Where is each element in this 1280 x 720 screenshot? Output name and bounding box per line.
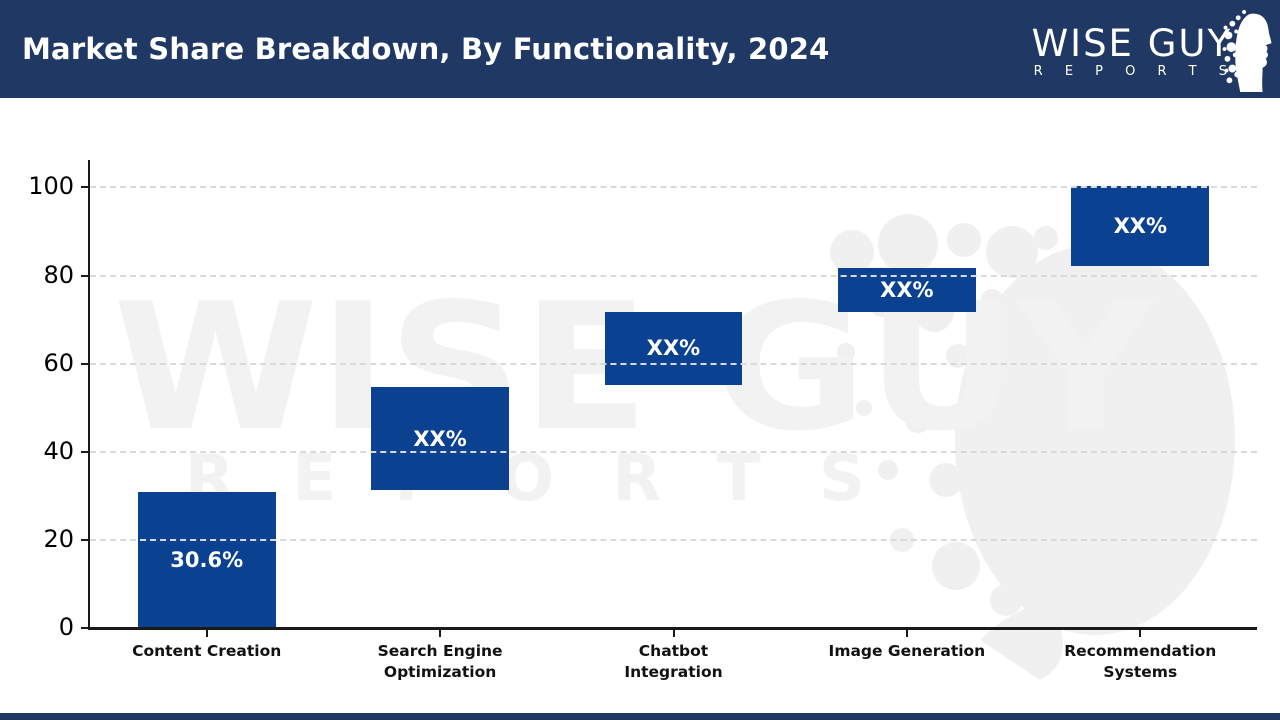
gridline — [90, 450, 1257, 453]
y-tick-mark — [81, 362, 88, 365]
y-tick-label: 100 — [28, 172, 74, 201]
header: Market Share Breakdown, By Functionality… — [0, 0, 1280, 98]
page-title: Market Share Breakdown, By Functionality… — [22, 32, 830, 66]
bar-value-label: XX% — [646, 336, 701, 361]
bar-value-label: XX% — [413, 426, 467, 451]
bar-value-label: XX% — [880, 277, 934, 302]
gridline — [90, 362, 1257, 365]
logo-face-icon — [1222, 10, 1272, 92]
x-tick-mark — [439, 630, 442, 637]
y-tick-mark — [81, 450, 88, 453]
x-tick-label: Recommendation Systems — [1064, 642, 1217, 681]
waterfall-chart: 0 20 40 60 80 100 30.6% Content Creation XX% Sear… — [28, 160, 1257, 681]
x-tick-label: Content Creation — [132, 642, 282, 660]
bar: XX% — [1071, 186, 1210, 266]
y-tick-mark — [81, 186, 88, 189]
y-tick-label: 40 — [43, 436, 74, 465]
gridline — [90, 274, 1257, 277]
gridline — [90, 186, 1257, 189]
x-tick-label: Image Generation — [828, 642, 986, 660]
y-tick-label: 80 — [43, 260, 74, 289]
gridline — [90, 538, 1257, 541]
x-tick-label: Chatbot Integration — [624, 642, 723, 681]
x-tick-label: Search Engine Optimization — [377, 642, 503, 681]
x-tick-mark — [205, 630, 208, 637]
y-tick-label: 0 — [58, 613, 74, 641]
y-tick-mark — [81, 274, 88, 277]
y-tick-label: 20 — [43, 524, 74, 553]
x-tick-mark — [1139, 630, 1142, 637]
bar: 30.6% — [137, 492, 276, 627]
wiseguy-logo: WISE GUY R E P O R T S — [1028, 10, 1274, 92]
footer-bar — [0, 713, 1280, 720]
logo-wordmark: WISE GUY — [1031, 21, 1233, 65]
bar-value-label: XX% — [1113, 214, 1167, 239]
y-tick-mark — [81, 538, 88, 541]
logo-text: WISE GUY R E P O R T S — [1028, 25, 1236, 78]
y-tick-mark — [81, 627, 88, 629]
y-tick-label: 60 — [43, 348, 74, 377]
x-tick-mark — [905, 630, 908, 637]
bar: XX% — [604, 311, 743, 385]
bar-value-label: 30.6% — [170, 547, 244, 572]
logo-subtitle: R E P O R T S — [1033, 63, 1236, 79]
bar: XX% — [371, 386, 509, 491]
x-tick-mark — [672, 630, 675, 637]
